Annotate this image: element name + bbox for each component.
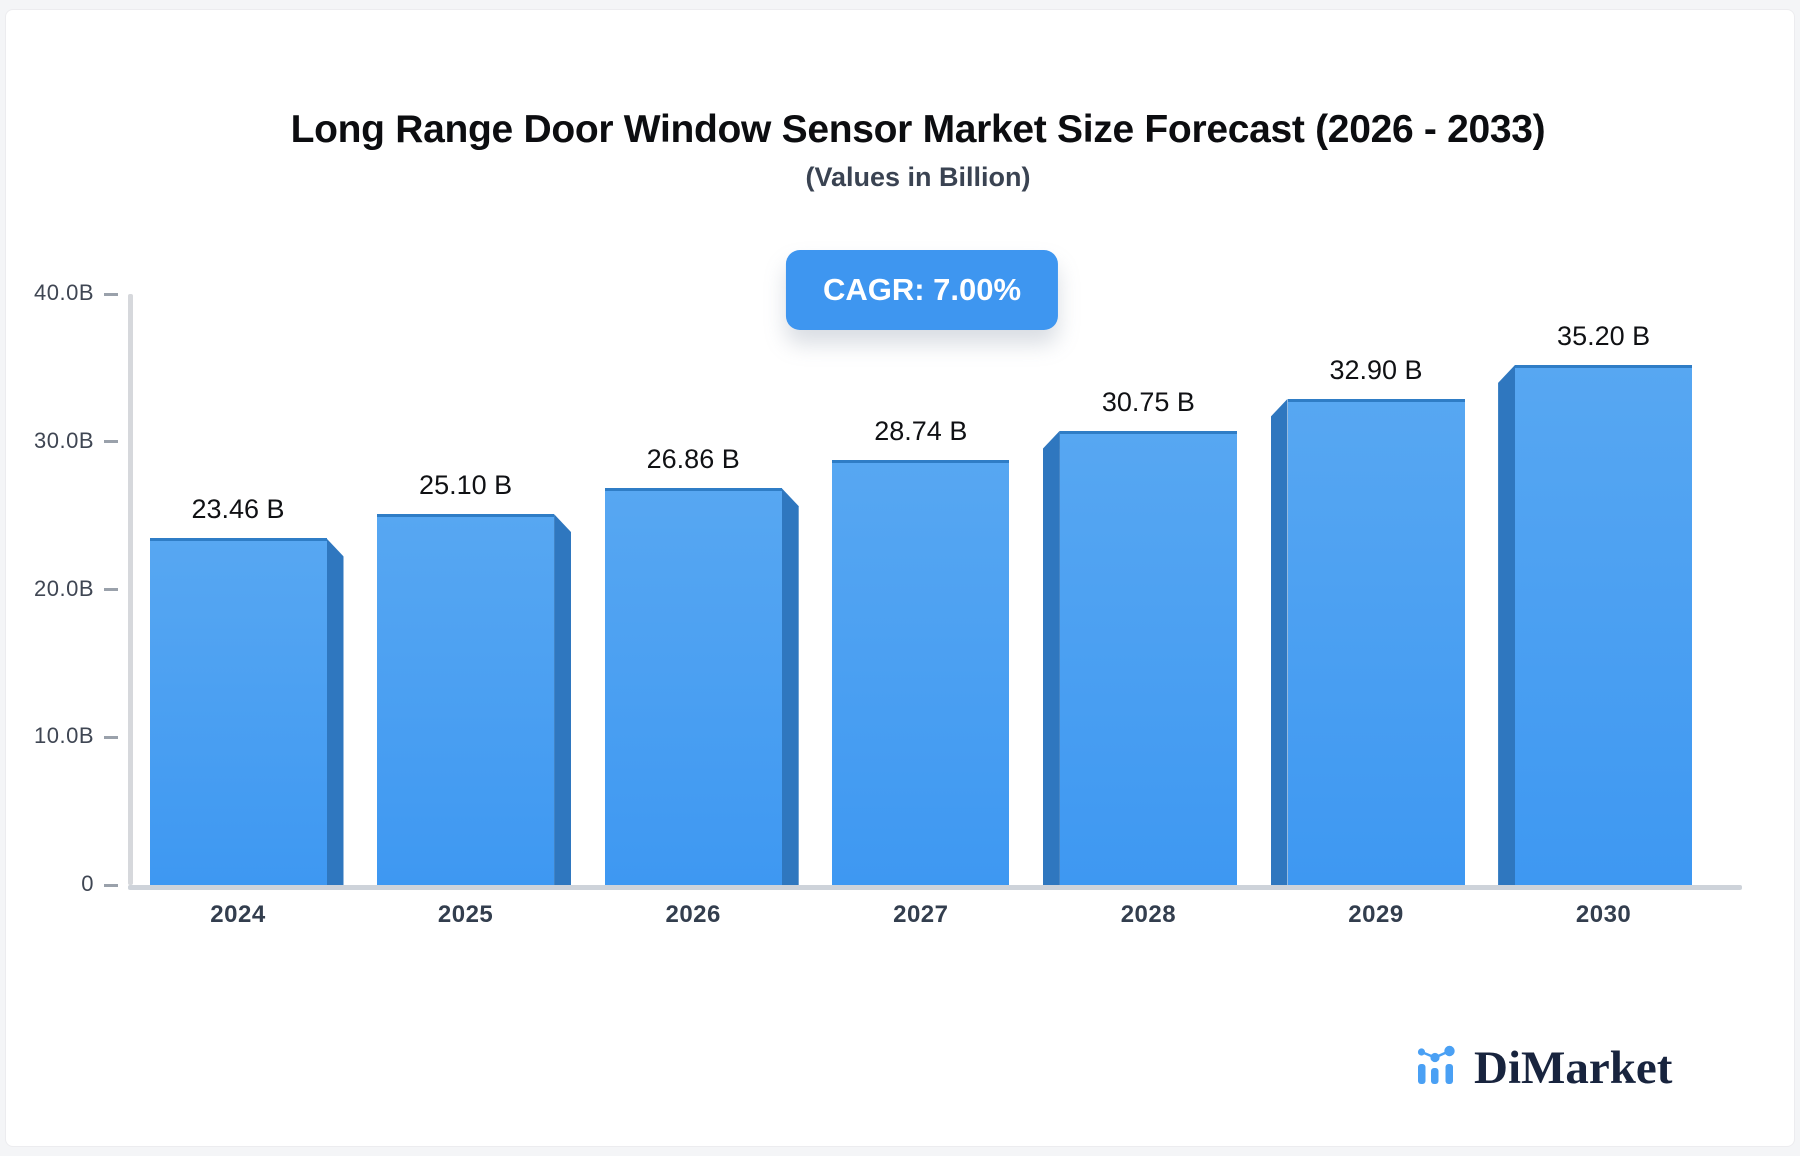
y-axis-tick bbox=[104, 292, 118, 296]
brand-logo: DiMarket bbox=[1416, 1040, 1672, 1092]
bar-side-face bbox=[1498, 364, 1516, 885]
y-axis-tick bbox=[104, 440, 118, 444]
x-axis-label: 2026 bbox=[665, 901, 721, 928]
brand-name: DiMarket bbox=[1474, 1042, 1673, 1094]
y-axis-line bbox=[128, 294, 133, 885]
bar-value-label: 30.75 B bbox=[1101, 386, 1195, 417]
bar-value-label: 28.74 B bbox=[874, 416, 968, 447]
y-axis-label: 10.0B bbox=[34, 723, 94, 749]
chart-subtitle: (Values in Billion) bbox=[805, 162, 1031, 192]
y-axis-label: 20.0B bbox=[34, 575, 94, 601]
bar-side-face bbox=[554, 514, 572, 885]
bar-2024 bbox=[149, 538, 327, 885]
bar-value-label: 25.10 B bbox=[419, 470, 513, 501]
bar-side-face bbox=[781, 488, 799, 885]
bar-2026 bbox=[604, 488, 782, 885]
bar-value-label: 26.86 B bbox=[646, 444, 740, 475]
x-axis-label: 2027 bbox=[893, 901, 949, 928]
y-axis-label: 40.0B bbox=[34, 280, 94, 305]
x-axis-label: 2024 bbox=[210, 901, 266, 928]
bar-line-chart-logo-icon bbox=[1417, 1045, 1455, 1084]
bar-side-face bbox=[326, 538, 344, 885]
bar-2028 bbox=[1059, 430, 1237, 885]
chart-title: Long Range Door Window Sensor Market Siz… bbox=[290, 108, 1546, 151]
bar-value-label: 35.20 B bbox=[1557, 320, 1651, 351]
bar-value-label: 23.46 B bbox=[191, 494, 285, 525]
bar-side-face bbox=[1270, 398, 1288, 885]
y-axis-label: 30.0B bbox=[34, 427, 94, 453]
bar-2027 bbox=[832, 460, 1010, 885]
bar-2025 bbox=[377, 514, 555, 885]
x-axis-label: 2025 bbox=[437, 901, 494, 928]
y-axis-tick bbox=[104, 588, 118, 591]
y-axis-tick bbox=[104, 883, 118, 887]
y-axis-tick bbox=[104, 735, 118, 739]
cagr-badge: CAGR: 7.00% bbox=[785, 250, 1059, 330]
x-axis-label: 2028 bbox=[1120, 901, 1177, 928]
bar-2030 bbox=[1515, 364, 1693, 885]
x-axis-label: 2030 bbox=[1575, 901, 1632, 928]
bar-value-label: 32.90 B bbox=[1329, 354, 1423, 385]
x-axis-label: 2029 bbox=[1348, 901, 1404, 928]
x-axis-baseline bbox=[128, 885, 1742, 890]
bar-2029 bbox=[1287, 398, 1465, 885]
y-axis-label: 0 bbox=[81, 871, 94, 896]
bar-side-face bbox=[1042, 430, 1060, 885]
